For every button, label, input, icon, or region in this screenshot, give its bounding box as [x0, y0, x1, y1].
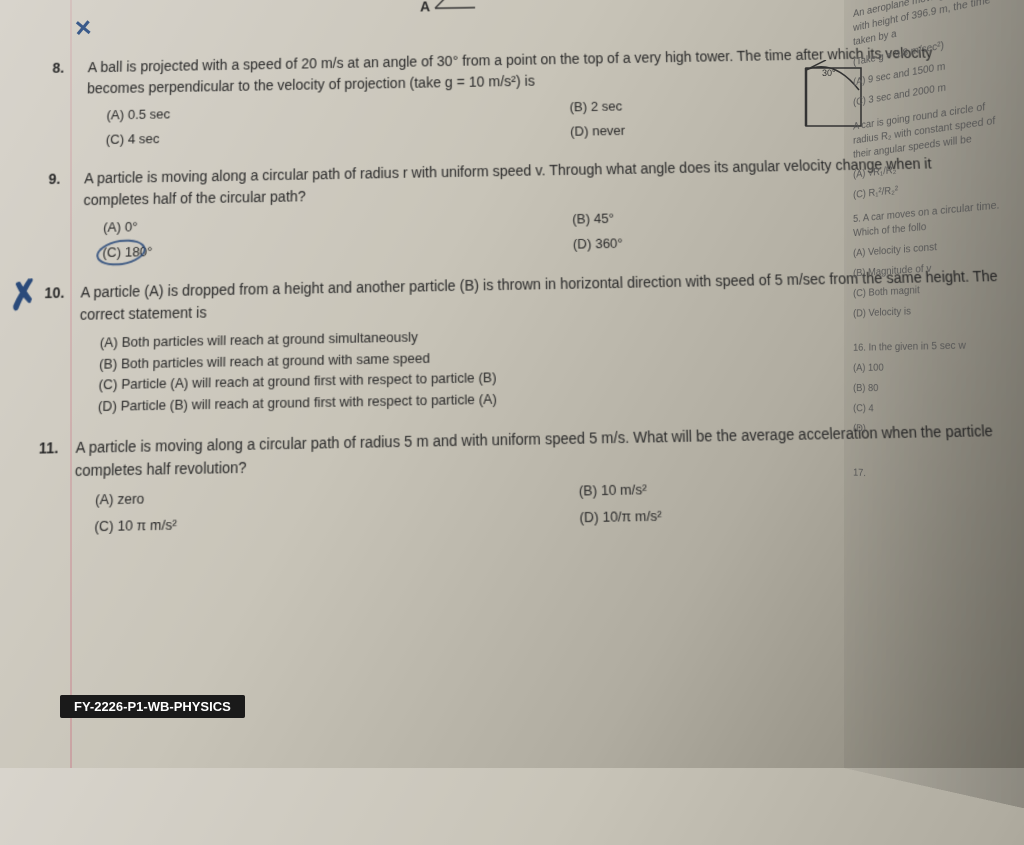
option-c: (C) 180° — [102, 234, 532, 262]
rp-qnum: 16. In the given in 5 sec w — [853, 338, 1013, 356]
pen-circle-mark — [95, 236, 147, 269]
pen-tick-mark: ✗ — [5, 264, 44, 326]
option-c: (C) 4 sec — [106, 122, 530, 149]
top-label: A — [420, 0, 430, 17]
axis-icon — [430, 0, 480, 13]
rp-l13: In the given in 5 sec w — [869, 340, 966, 353]
rp-line: (D) Velocity is — [853, 301, 1013, 322]
rp-line: (C) Both magnit — [853, 279, 1013, 302]
option-a: (A) zero — [95, 481, 537, 511]
rp-line: (D) — [853, 422, 1013, 441]
footer-code: FY-2226-P1-WB-PHYSICS — [60, 695, 245, 718]
question-number: 11. — [38, 437, 59, 460]
question-number: 8. — [52, 58, 65, 79]
rp-line: (A) 100 — [853, 360, 1013, 376]
option-c: (C) 10 π m/s² — [94, 507, 537, 537]
rp-line: (C) 4 — [853, 402, 1013, 419]
rp-line: (B) Magnitude of v — [853, 257, 1013, 282]
rp-q16: 16. — [853, 342, 866, 353]
rp-line: (B) 80 — [853, 382, 1013, 397]
rp-l8: A car moves on a circular time. Which of… — [853, 200, 999, 240]
rp-q5: 5. — [853, 213, 861, 225]
rp-qnum: 17. — [853, 466, 1013, 489]
option-a: (A) 0.5 sec — [106, 98, 529, 125]
right-page-fragment: An aeroplane moving horizontally with he… — [844, 0, 1024, 808]
question-number: 9. — [48, 168, 61, 190]
option-a: (A) 0° — [103, 210, 532, 238]
angle-label: 30° — [822, 68, 836, 78]
question-number: 10. — [44, 282, 65, 305]
rp-qnum: 5. A car moves on a circular time. Which… — [853, 197, 1013, 241]
